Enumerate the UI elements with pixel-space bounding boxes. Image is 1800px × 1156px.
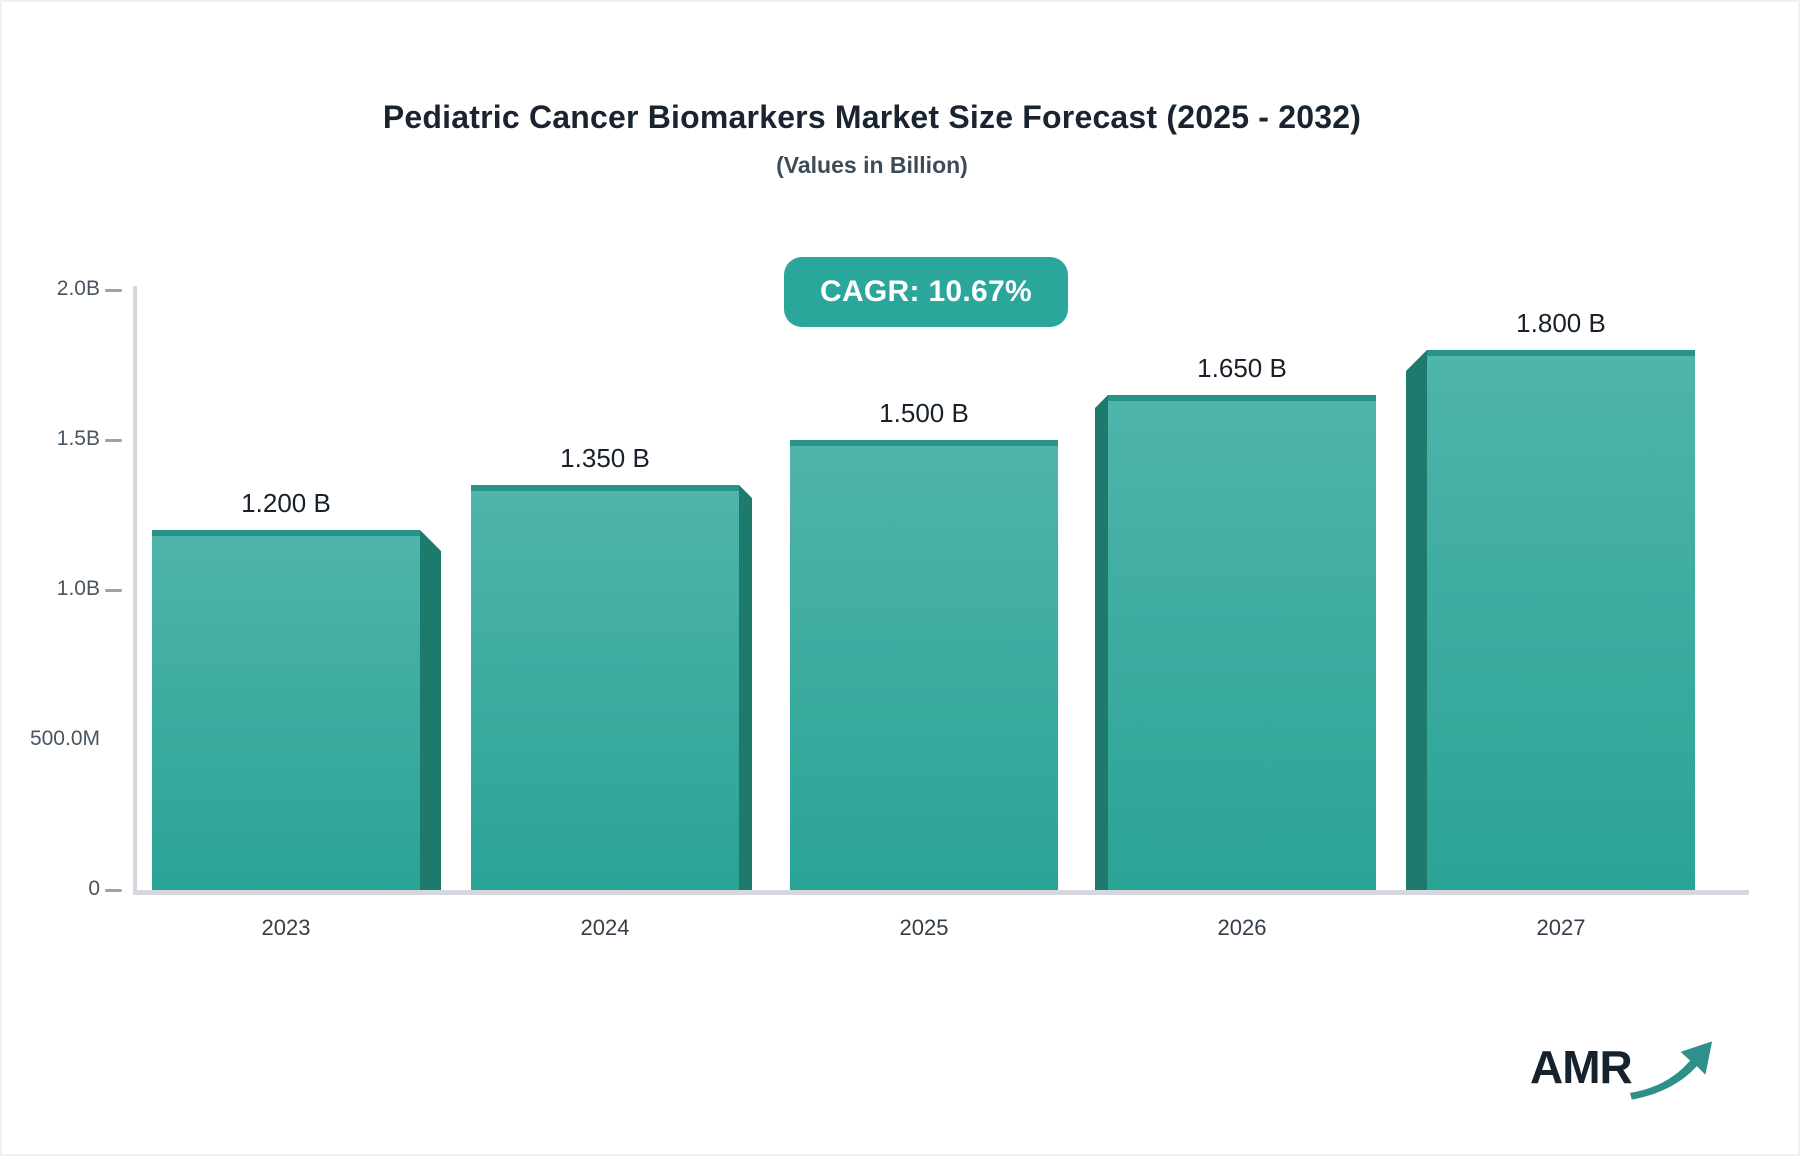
x-axis-label: 2026: [1217, 915, 1267, 940]
bar-value-label: 1.350 B: [560, 443, 650, 473]
bar-2026: [1108, 395, 1376, 890]
bar-top-bevel: [152, 530, 420, 536]
y-tick-dash: [105, 439, 122, 442]
y-tick-dash: [105, 889, 122, 892]
bar-top-bevel: [1427, 350, 1695, 356]
y-tick-label: 2.0B: [56, 277, 100, 300]
brand-logo: AMR: [1530, 1032, 1714, 1102]
bar-2023: [152, 530, 420, 890]
x-axis-label: 2024: [580, 915, 630, 940]
y-tick-label: 500.0M: [29, 727, 100, 750]
y-tick-label: 0: [88, 877, 100, 900]
trend-arrow-icon: [1629, 1041, 1712, 1100]
cagr-badge-label: CAGR: 10.67%: [819, 275, 1032, 308]
x-axis-label: 2025: [899, 915, 949, 940]
x-axis-label: 2027: [1536, 915, 1586, 940]
bar-value-label: 1.800 B: [1516, 308, 1606, 338]
bar-side-panel: [1095, 395, 1108, 890]
chart-title: Pediatric Cancer Biomarkers Market Size …: [382, 99, 1362, 135]
bar-value-label: 1.500 B: [879, 398, 969, 428]
x-axis-baseline: [133, 890, 1749, 895]
logo-text: AMR: [1530, 1041, 1633, 1093]
y-tick-dash: [105, 289, 122, 292]
y-tick-label: 1.5B: [56, 427, 100, 450]
bar-top-bevel: [790, 440, 1058, 446]
bar-top-bevel: [471, 485, 739, 491]
y-tick-label: 1.0B: [56, 577, 100, 600]
y-axis-line: [133, 286, 137, 895]
bar-side-panel: [420, 530, 441, 890]
cagr-badge: CAGR: 10.67%: [784, 257, 1068, 327]
bar-2025: [790, 440, 1058, 890]
bar-value-label: 1.650 B: [1197, 353, 1287, 383]
bar-side-panel: [1406, 350, 1427, 890]
bar-2027: [1427, 350, 1695, 890]
bar-side-panel: [739, 485, 752, 890]
chart-subtitle: (Values in Billion): [776, 152, 968, 178]
bar-top-bevel: [1108, 395, 1376, 401]
x-axis-label: 2023: [261, 915, 311, 940]
y-tick-dash: [105, 589, 122, 592]
bar-value-label: 1.200 B: [241, 488, 331, 518]
bar-2024: [471, 485, 739, 890]
